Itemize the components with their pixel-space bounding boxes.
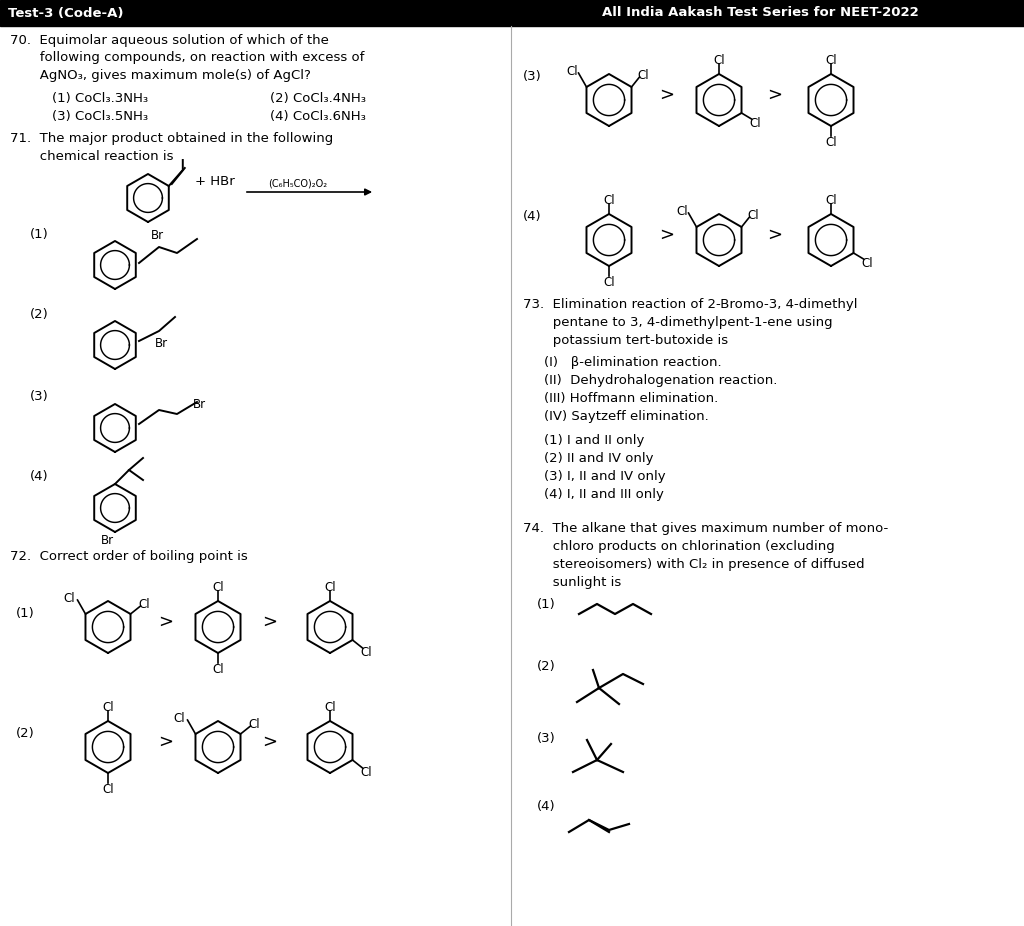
- Text: Cl: Cl: [360, 766, 372, 779]
- Text: (3): (3): [537, 732, 556, 745]
- Text: (C₆H₅CO)₂O₂: (C₆H₅CO)₂O₂: [268, 178, 327, 188]
- Text: Cl: Cl: [713, 54, 725, 67]
- Text: 70.  Equimolar aqueous solution of which of the
       following compounds, on r: 70. Equimolar aqueous solution of which …: [10, 34, 365, 82]
- Text: (3): (3): [30, 390, 49, 403]
- Text: (4) I, II and III only: (4) I, II and III only: [544, 488, 664, 501]
- Text: Br: Br: [155, 337, 168, 350]
- Text: Cl: Cl: [603, 276, 614, 289]
- Text: >: >: [767, 86, 782, 104]
- Text: >: >: [158, 613, 173, 631]
- Text: (3) CoCl₃.5NH₃: (3) CoCl₃.5NH₃: [52, 110, 148, 123]
- Bar: [0, 0, 1024, 26]
- Text: (1): (1): [16, 607, 35, 620]
- Text: (IV) Saytzeff elimination.: (IV) Saytzeff elimination.: [544, 410, 709, 423]
- Text: Cl: Cl: [825, 194, 837, 207]
- Text: (1): (1): [537, 598, 556, 611]
- Text: (2): (2): [30, 308, 49, 321]
- Text: >: >: [158, 733, 173, 751]
- Text: (1): (1): [30, 228, 49, 241]
- Text: + HBr: + HBr: [195, 175, 234, 188]
- Text: Cl: Cl: [825, 136, 837, 149]
- Text: >: >: [262, 733, 278, 751]
- Text: >: >: [659, 86, 674, 104]
- Text: Cl: Cl: [249, 718, 260, 731]
- Text: >: >: [767, 226, 782, 244]
- Text: Cl: Cl: [677, 205, 688, 218]
- Text: (1) CoCl₃.3NH₃: (1) CoCl₃.3NH₃: [52, 92, 148, 105]
- Text: Cl: Cl: [212, 581, 224, 594]
- Text: Cl: Cl: [638, 69, 649, 82]
- Text: Cl: Cl: [138, 598, 151, 611]
- Text: (2) CoCl₃.4NH₃: (2) CoCl₃.4NH₃: [270, 92, 366, 105]
- Text: (III) Hoffmann elimination.: (III) Hoffmann elimination.: [544, 392, 718, 405]
- Text: Cl: Cl: [325, 581, 336, 594]
- Text: (3) I, II and IV only: (3) I, II and IV only: [544, 470, 666, 483]
- Text: (2): (2): [16, 727, 35, 740]
- Text: All India Aakash Test Series for NEET-2022: All India Aakash Test Series for NEET-20…: [602, 6, 919, 19]
- Text: Br: Br: [193, 398, 206, 411]
- Text: Br: Br: [101, 534, 114, 547]
- Text: Cl: Cl: [748, 209, 759, 222]
- Text: Cl: Cl: [102, 701, 114, 714]
- Text: (4): (4): [537, 800, 556, 813]
- Text: >: >: [262, 613, 278, 631]
- Text: (2) II and IV only: (2) II and IV only: [544, 452, 653, 465]
- Text: (I)   β-elimination reaction.: (I) β-elimination reaction.: [544, 356, 722, 369]
- Text: 71.  The major product obtained in the following
       chemical reaction is: 71. The major product obtained in the fo…: [10, 132, 333, 162]
- Text: 73.  Elimination reaction of 2-Bromo-3, 4-dimethyl
       pentane to 3, 4-dimeth: 73. Elimination reaction of 2-Bromo-3, 4…: [523, 298, 857, 347]
- Text: Cl: Cl: [212, 663, 224, 676]
- Text: Cl: Cl: [861, 257, 873, 270]
- Text: 72.  Correct order of boiling point is: 72. Correct order of boiling point is: [10, 550, 248, 563]
- Text: Cl: Cl: [102, 783, 114, 796]
- Text: Cl: Cl: [825, 54, 837, 67]
- Text: Cl: Cl: [603, 194, 614, 207]
- Text: >: >: [659, 226, 674, 244]
- Text: Test-3 (Code-A): Test-3 (Code-A): [8, 6, 124, 19]
- Text: (4): (4): [30, 470, 48, 483]
- Text: Br: Br: [151, 229, 164, 242]
- Text: Cl: Cl: [325, 701, 336, 714]
- Text: Cl: Cl: [360, 646, 372, 659]
- Text: (4): (4): [523, 210, 542, 223]
- Text: (1) I and II only: (1) I and II only: [544, 434, 644, 447]
- Text: 74.  The alkane that gives maximum number of mono-
       chloro products on chl: 74. The alkane that gives maximum number…: [523, 522, 888, 589]
- Text: Cl: Cl: [750, 117, 761, 130]
- Text: Cl: Cl: [63, 592, 76, 605]
- Text: (2): (2): [537, 660, 556, 673]
- Text: Cl: Cl: [174, 712, 185, 725]
- Text: (4) CoCl₃.6NH₃: (4) CoCl₃.6NH₃: [270, 110, 366, 123]
- Text: (3): (3): [523, 70, 542, 83]
- Text: Cl: Cl: [566, 65, 579, 78]
- Text: (II)  Dehydrohalogenation reaction.: (II) Dehydrohalogenation reaction.: [544, 374, 777, 387]
